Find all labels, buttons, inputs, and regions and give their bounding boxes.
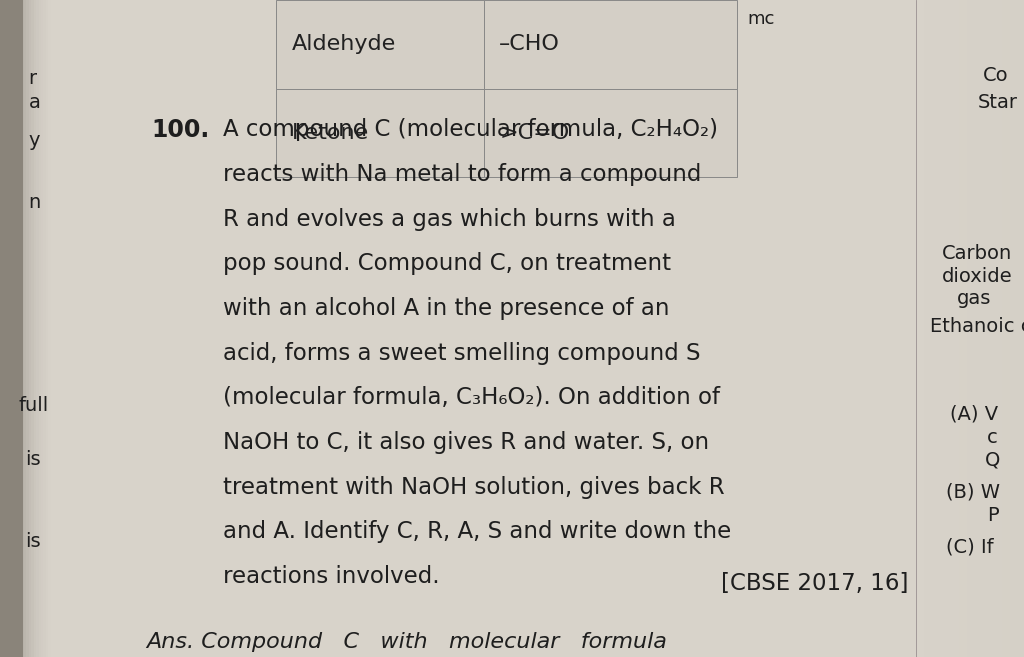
Text: Carbon: Carbon <box>942 244 1013 263</box>
Text: treatment with NaOH solution, gives back R: treatment with NaOH solution, gives back… <box>223 476 725 499</box>
Bar <box>0 0 34 657</box>
Bar <box>0 0 9 657</box>
Text: (molecular formula, C₃H₆O₂). On addition of: (molecular formula, C₃H₆O₂). On addition… <box>223 386 720 409</box>
Text: –CHO: –CHO <box>500 34 560 55</box>
Bar <box>0 0 29 657</box>
Bar <box>0 0 14 657</box>
Bar <box>916 0 924 657</box>
Bar <box>0 0 39 657</box>
Bar <box>945 0 952 657</box>
Bar <box>0 0 36 657</box>
Text: R and evolves a gas which burns with a: R and evolves a gas which burns with a <box>223 208 676 231</box>
Text: r: r <box>29 69 37 88</box>
Bar <box>276 89 484 177</box>
Text: (B) W: (B) W <box>946 483 1000 502</box>
Text: gas: gas <box>956 289 991 308</box>
Text: n: n <box>29 193 41 212</box>
Bar <box>0 0 43 657</box>
Text: c: c <box>987 428 997 447</box>
Text: a: a <box>29 93 41 112</box>
Bar <box>981 0 988 657</box>
Bar <box>924 0 931 657</box>
Bar <box>967 0 974 657</box>
Text: 100.: 100. <box>152 118 210 143</box>
Text: y: y <box>29 131 40 150</box>
Text: A compound C (molecular formula, C₂H₄O₂): A compound C (molecular formula, C₂H₄O₂) <box>223 118 718 141</box>
Text: is: is <box>26 450 41 469</box>
Text: Q: Q <box>985 450 1000 469</box>
Bar <box>0 0 46 657</box>
Text: Aldehyde: Aldehyde <box>292 34 396 55</box>
Text: >C=O: >C=O <box>500 123 569 143</box>
Bar <box>0 0 18 657</box>
Text: reacts with Na metal to form a compound: reacts with Na metal to form a compound <box>223 163 701 186</box>
Bar <box>995 0 1002 657</box>
Bar <box>0 0 6 657</box>
Bar <box>0 0 48 657</box>
Bar <box>0 0 4 657</box>
Text: dioxide: dioxide <box>942 267 1013 286</box>
Bar <box>276 0 484 89</box>
Bar <box>1017 0 1024 657</box>
Text: Ethanoic c: Ethanoic c <box>930 317 1024 336</box>
Text: reactions involved.: reactions involved. <box>223 565 440 588</box>
Text: P: P <box>987 506 998 525</box>
Bar <box>1002 0 1010 657</box>
Bar <box>0 0 22 657</box>
Bar <box>0 0 51 657</box>
Bar <box>0 0 31 657</box>
Bar <box>0 0 41 657</box>
Text: Ketone: Ketone <box>292 123 369 143</box>
Text: Star: Star <box>978 93 1018 112</box>
Text: mc: mc <box>748 10 775 28</box>
Text: with an alcohol A in the presence of an: with an alcohol A in the presence of an <box>223 297 670 320</box>
Text: and A. Identify C, R, A, S and write down the: and A. Identify C, R, A, S and write dow… <box>223 520 731 543</box>
Text: acid, forms a sweet smelling compound S: acid, forms a sweet smelling compound S <box>223 342 700 365</box>
Text: is: is <box>26 532 41 551</box>
Bar <box>0 0 24 657</box>
Bar <box>484 0 737 89</box>
Bar <box>1010 0 1017 657</box>
Text: NaOH to C, it also gives R and water. S, on: NaOH to C, it also gives R and water. S,… <box>223 431 710 454</box>
Bar <box>952 0 959 657</box>
Bar <box>0 0 23 657</box>
Bar <box>974 0 981 657</box>
Text: full: full <box>18 396 49 415</box>
Bar <box>0 0 27 657</box>
Text: Co: Co <box>983 66 1009 85</box>
Bar <box>938 0 945 657</box>
Text: pop sound. Compound C, on treatment: pop sound. Compound C, on treatment <box>223 252 672 275</box>
Bar <box>931 0 938 657</box>
Bar <box>484 89 737 177</box>
Bar <box>0 0 16 657</box>
Text: [CBSE 2017, 16]: [CBSE 2017, 16] <box>721 572 908 595</box>
Bar <box>988 0 995 657</box>
Text: Ans. Compound   C   with   molecular   formula: Ans. Compound C with molecular formula <box>146 632 668 652</box>
Bar <box>959 0 967 657</box>
Bar <box>0 0 11 657</box>
Text: (C) If: (C) If <box>946 537 994 556</box>
Text: (A) V: (A) V <box>950 404 998 423</box>
